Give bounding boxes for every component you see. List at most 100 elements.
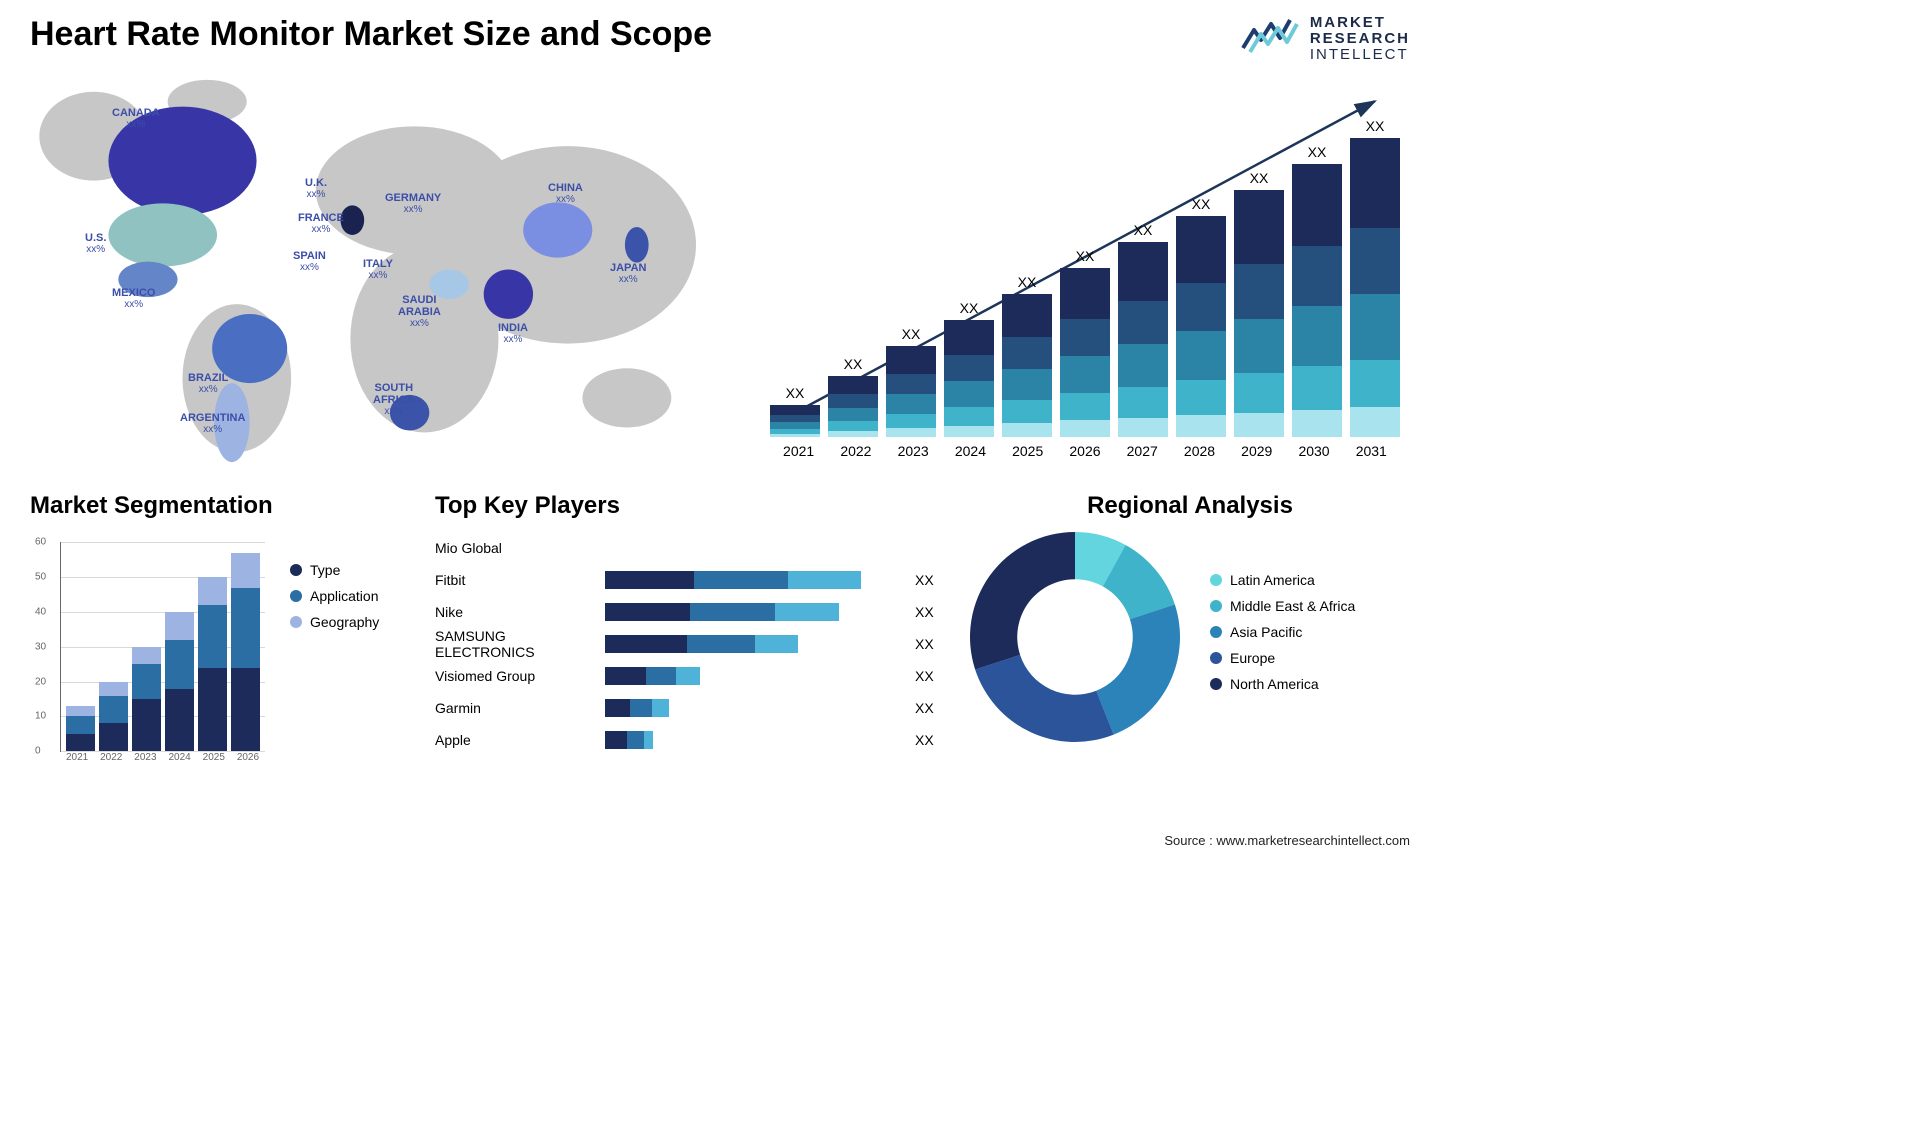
legend-item: Asia Pacific	[1210, 624, 1355, 640]
player-name: Visiomed Group	[435, 668, 605, 684]
player-row: Garmin XX	[435, 692, 945, 724]
player-bar	[605, 667, 907, 685]
forecast-value-label: XX	[944, 300, 994, 316]
forecast-bar: XX	[944, 320, 994, 437]
segmentation-bar	[231, 553, 260, 752]
bottom-row: Market Segmentation 0102030405060 202120…	[30, 492, 1410, 792]
segmentation-legend: Type Application Geography	[290, 532, 379, 640]
map-label: SOUTHAFRICAxx%	[373, 382, 415, 417]
segmentation-bar	[165, 612, 194, 751]
segmentation-bar	[132, 647, 161, 752]
regional-donut	[970, 532, 1180, 742]
map-label: MEXICOxx%	[112, 287, 155, 310]
players-panel: Top Key Players Mio Global Fitbit XXNike…	[435, 492, 945, 792]
player-row: Apple XX	[435, 724, 945, 756]
player-name: Apple	[435, 732, 605, 748]
map-label: U.S.xx%	[85, 232, 106, 255]
logo-text: MARKET RESEARCH INTELLECT	[1310, 15, 1410, 62]
forecast-bar: XX	[1118, 242, 1168, 437]
forecast-bar: XX	[1234, 190, 1284, 437]
forecast-bar: XX	[1292, 164, 1342, 437]
forecast-year-label: 2029	[1230, 437, 1284, 467]
player-row: Nike XX	[435, 596, 945, 628]
forecast-value-label: XX	[1292, 144, 1342, 160]
page-title: Heart Rate Monitor Market Size and Scope	[30, 15, 712, 54]
map-label: SPAINxx%	[293, 250, 326, 273]
player-value: XX	[915, 604, 945, 620]
player-value: XX	[915, 668, 945, 684]
logo-icon	[1240, 16, 1300, 61]
legend-item: North America	[1210, 676, 1355, 692]
map-label: CHINAxx%	[548, 182, 583, 205]
forecast-bar: XX	[828, 376, 878, 438]
segmentation-bar	[66, 706, 95, 751]
player-bar	[605, 603, 907, 621]
player-value: XX	[915, 700, 945, 716]
forecast-year-label: 2021	[772, 437, 826, 467]
forecast-value-label: XX	[828, 356, 878, 372]
forecast-value-label: XX	[770, 385, 820, 401]
player-row: Mio Global	[435, 532, 945, 564]
world-map-panel: CANADAxx% U.S.xx% MEXICOxx% BRAZILxx% ARGENT…	[30, 72, 730, 467]
segmentation-bar	[99, 682, 128, 752]
forecast-year-label: 2026	[1058, 437, 1112, 467]
player-name: Garmin	[435, 700, 605, 716]
forecast-year-label: 2025	[1001, 437, 1055, 467]
legend-item: Application	[290, 588, 379, 604]
segmentation-bar	[198, 577, 227, 751]
player-value: XX	[915, 572, 945, 588]
map-label: JAPANxx%	[610, 262, 646, 285]
player-bar	[605, 699, 907, 717]
player-bar	[605, 539, 907, 557]
player-name: SAMSUNG ELECTRONICS	[435, 628, 605, 660]
player-bar	[605, 571, 907, 589]
legend-item: Latin America	[1210, 572, 1355, 588]
map-label: BRAZILxx%	[188, 372, 228, 395]
map-label: CANADAxx%	[112, 107, 160, 130]
forecast-bar: XX	[1060, 268, 1110, 437]
player-bar	[605, 635, 907, 653]
player-value: XX	[915, 636, 945, 652]
forecast-year-label: 2023	[886, 437, 940, 467]
player-row: SAMSUNG ELECTRONICS XX	[435, 628, 945, 660]
top-row: CANADAxx% U.S.xx% MEXICOxx% BRAZILxx% ARGENT…	[30, 72, 1410, 467]
forecast-bar: XX	[1176, 216, 1226, 437]
forecast-bar: XX	[1350, 138, 1400, 437]
source-text: Source : www.marketresearchintellect.com	[1164, 833, 1410, 848]
forecast-value-label: XX	[1234, 170, 1284, 186]
forecast-year-label: 2024	[943, 437, 997, 467]
segmentation-title: Market Segmentation	[30, 492, 410, 520]
map-label: U.K.xx%	[305, 177, 327, 200]
legend-item: Geography	[290, 614, 379, 630]
legend-item: Europe	[1210, 650, 1355, 666]
header: Heart Rate Monitor Market Size and Scope…	[30, 15, 1410, 62]
forecast-value-label: XX	[1176, 196, 1226, 212]
player-name: Nike	[435, 604, 605, 620]
forecast-bar: XX	[770, 405, 820, 438]
forecast-value-label: XX	[1060, 248, 1110, 264]
forecast-year-label: 2031	[1344, 437, 1398, 467]
forecast-year-label: 2030	[1287, 437, 1341, 467]
forecast-chart-panel: XXXXXXXXXXXXXXXXXXXXXX 20212022202320242…	[760, 72, 1410, 467]
map-label: SAUDIARABIAxx%	[398, 294, 441, 329]
regional-panel: Regional Analysis Latin America Middle Ea…	[970, 492, 1410, 792]
brand-logo: MARKET RESEARCH INTELLECT	[1240, 15, 1410, 62]
legend-item: Type	[290, 562, 379, 578]
forecast-bar: XX	[1002, 294, 1052, 437]
map-label: ARGENTINAxx%	[180, 412, 245, 435]
regional-legend: Latin America Middle East & Africa Asia Pa…	[1210, 572, 1355, 702]
forecast-year-label: 2022	[829, 437, 883, 467]
forecast-value-label: XX	[1350, 118, 1400, 134]
legend-item: Middle East & Africa	[1210, 598, 1355, 614]
player-bar	[605, 731, 907, 749]
map-label: INDIAxx%	[498, 322, 528, 345]
player-row: Visiomed Group XX	[435, 660, 945, 692]
segmentation-chart: 0102030405060 202120222023202420252026	[30, 532, 270, 772]
forecast-year-label: 2027	[1115, 437, 1169, 467]
players-title: Top Key Players	[435, 492, 945, 520]
forecast-value-label: XX	[1002, 274, 1052, 290]
player-name: Mio Global	[435, 540, 605, 556]
forecast-value-label: XX	[1118, 222, 1168, 238]
regional-title: Regional Analysis	[970, 492, 1410, 520]
map-label: GERMANYxx%	[385, 192, 441, 215]
